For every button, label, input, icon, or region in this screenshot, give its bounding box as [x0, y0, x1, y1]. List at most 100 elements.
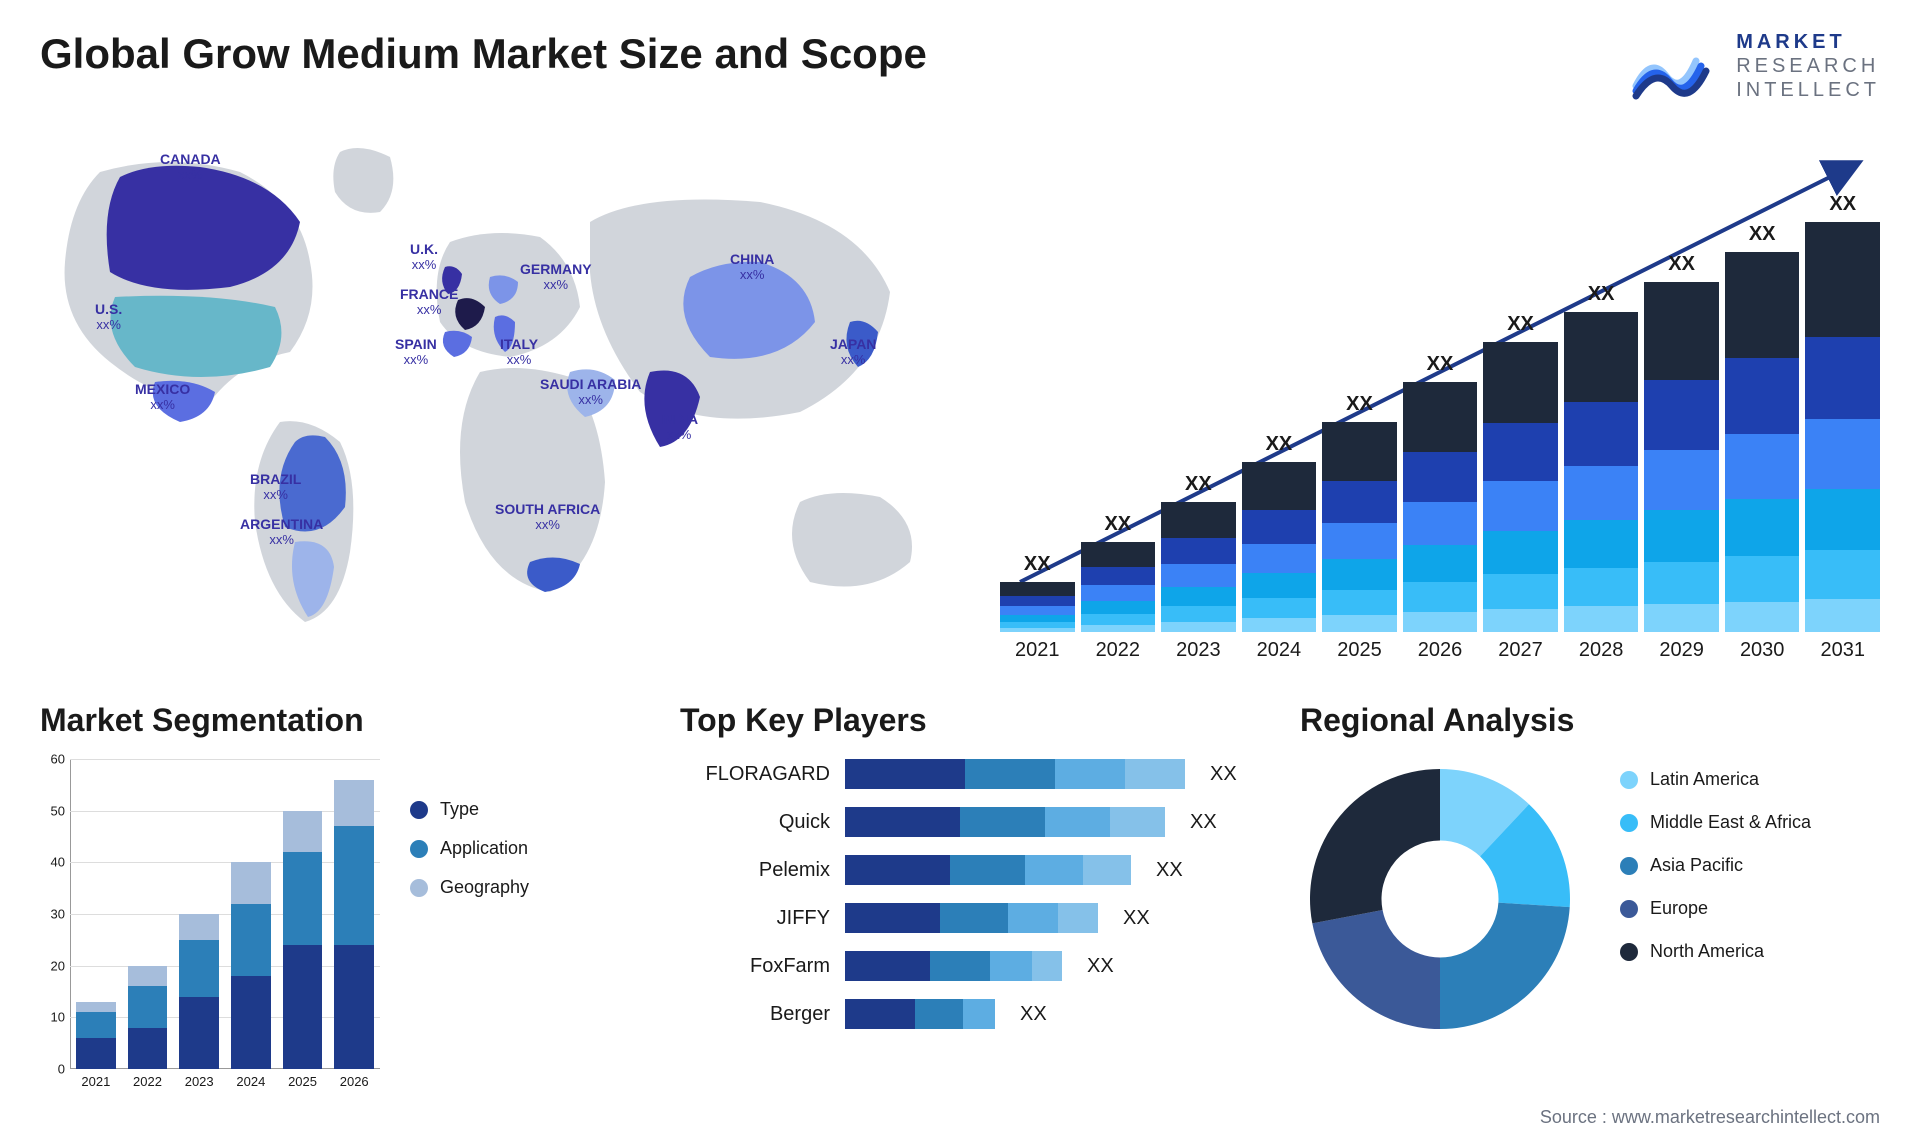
growth-x-label: 2022: [1081, 639, 1156, 662]
seg-y-label: 20: [40, 958, 65, 973]
player-value: XX: [1190, 811, 1217, 834]
segmentation-chart: 0102030405060202120222023202420252026: [40, 759, 380, 1089]
player-name: FoxFarm: [680, 955, 830, 978]
map-label: FRANCExx%: [400, 287, 458, 318]
player-name: Berger: [680, 1003, 830, 1026]
donut-slice: [1310, 769, 1440, 923]
seg-bar: [128, 966, 168, 1069]
legend-label: Geography: [440, 877, 529, 898]
legend-swatch: [1620, 814, 1638, 832]
seg-y-label: 10: [40, 1010, 65, 1025]
legend-label: North America: [1650, 941, 1764, 962]
legend-item: North America: [1620, 941, 1811, 962]
map-label: SAUDI ARABIAxx%: [540, 377, 641, 408]
legend-swatch: [410, 879, 428, 897]
player-row: JIFFY XX: [680, 903, 1260, 933]
map-label: ARGENTINAxx%: [240, 517, 323, 548]
donut-slice: [1440, 903, 1570, 1029]
seg-x-label: 2023: [179, 1074, 219, 1089]
legend-item: Asia Pacific: [1620, 855, 1811, 876]
player-value: XX: [1020, 1003, 1047, 1026]
growth-bar-label: XX: [1829, 193, 1856, 216]
seg-y-label: 0: [40, 1062, 65, 1077]
seg-x-label: 2025: [283, 1074, 323, 1089]
legend-swatch: [1620, 857, 1638, 875]
growth-x-label: 2029: [1644, 639, 1719, 662]
growth-bar: XX: [1081, 513, 1156, 632]
growth-chart-panel: XXXXXXXXXXXXXXXXXXXXXX 20212022202320242…: [1000, 122, 1880, 662]
map-label: JAPANxx%: [830, 337, 876, 368]
player-bar: [845, 759, 1185, 789]
growth-bar-label: XX: [1588, 283, 1615, 306]
legend-label: Middle East & Africa: [1650, 812, 1811, 833]
player-bar: [845, 903, 1098, 933]
player-row: QuickXX: [680, 807, 1260, 837]
player-row: Berger XX: [680, 999, 1260, 1029]
seg-bar: [179, 914, 219, 1069]
growth-x-label: 2024: [1242, 639, 1317, 662]
legend-item: Middle East & Africa: [1620, 812, 1811, 833]
growth-bar: XX: [1564, 283, 1639, 632]
map-label: U.S.xx%: [95, 302, 122, 333]
regional-panel: Regional Analysis Latin AmericaMiddle Ea…: [1300, 702, 1880, 1102]
legend-swatch: [1620, 771, 1638, 789]
growth-bar-label: XX: [1749, 223, 1776, 246]
player-name: Pelemix: [680, 859, 830, 882]
legend-label: Type: [440, 799, 479, 820]
legend-item: Type: [410, 799, 529, 820]
player-name: FLORAGARD: [680, 763, 830, 786]
regional-legend: Latin AmericaMiddle East & AfricaAsia Pa…: [1620, 759, 1811, 962]
growth-bar: XX: [1161, 473, 1236, 632]
legend-label: Asia Pacific: [1650, 855, 1743, 876]
regional-title: Regional Analysis: [1300, 702, 1880, 739]
seg-bar: [231, 862, 271, 1069]
seg-bar: [76, 1002, 116, 1069]
segmentation-panel: Market Segmentation 01020304050602021202…: [40, 702, 640, 1102]
seg-bar: [283, 811, 323, 1069]
header: Global Grow Medium Market Size and Scope…: [40, 30, 1880, 102]
growth-bar: XX: [1483, 313, 1558, 632]
player-name: JIFFY: [680, 907, 830, 930]
logo-text: MARKET RESEARCH INTELLECT: [1736, 30, 1880, 102]
regional-donut: [1300, 759, 1580, 1039]
legend-swatch: [1620, 900, 1638, 918]
top-row: CANADAxx%U.S.xx%MEXICOxx%BRAZILxx%ARGENT…: [40, 122, 1880, 662]
legend-item: Europe: [1620, 898, 1811, 919]
map-label: BRAZILxx%: [250, 472, 301, 503]
players-title: Top Key Players: [680, 702, 1260, 739]
growth-x-label: 2026: [1403, 639, 1478, 662]
map-label: CANADAxx%: [160, 152, 221, 183]
logo-wave-icon: [1631, 31, 1721, 101]
growth-bar-label: XX: [1185, 473, 1212, 496]
map-label: SPAINxx%: [395, 337, 437, 368]
legend-label: Application: [440, 838, 528, 859]
legend-label: Europe: [1650, 898, 1708, 919]
seg-y-label: 30: [40, 907, 65, 922]
growth-bar-label: XX: [1104, 513, 1131, 536]
players-chart: FLORAGARDXXQuickXXPelemixXXJIFFYXXFoxFar…: [680, 759, 1260, 1029]
seg-x-label: 2022: [128, 1074, 168, 1089]
growth-bar-label: XX: [1024, 553, 1051, 576]
growth-bar-label: XX: [1427, 353, 1454, 376]
player-bar: [845, 807, 1165, 837]
player-row: PelemixXX: [680, 855, 1260, 885]
growth-bar: XX: [1000, 553, 1075, 632]
seg-x-label: 2021: [76, 1074, 116, 1089]
growth-x-label: 2030: [1725, 639, 1800, 662]
growth-bar-label: XX: [1668, 253, 1695, 276]
player-bar: [845, 855, 1131, 885]
player-value: XX: [1123, 907, 1150, 930]
players-panel: Top Key Players FLORAGARDXXQuickXXPelemi…: [680, 702, 1260, 1102]
map-label: INDIAxx%: [660, 412, 698, 443]
seg-y-label: 60: [40, 752, 65, 767]
map-label: GERMANYxx%: [520, 262, 592, 293]
growth-bar-label: XX: [1346, 393, 1373, 416]
seg-bar: [334, 780, 374, 1069]
player-value: XX: [1087, 955, 1114, 978]
legend-item: Application: [410, 838, 529, 859]
seg-y-label: 40: [40, 855, 65, 870]
seg-y-label: 50: [40, 803, 65, 818]
map-label: SOUTH AFRICAxx%: [495, 502, 600, 533]
legend-swatch: [410, 840, 428, 858]
seg-x-label: 2026: [334, 1074, 374, 1089]
